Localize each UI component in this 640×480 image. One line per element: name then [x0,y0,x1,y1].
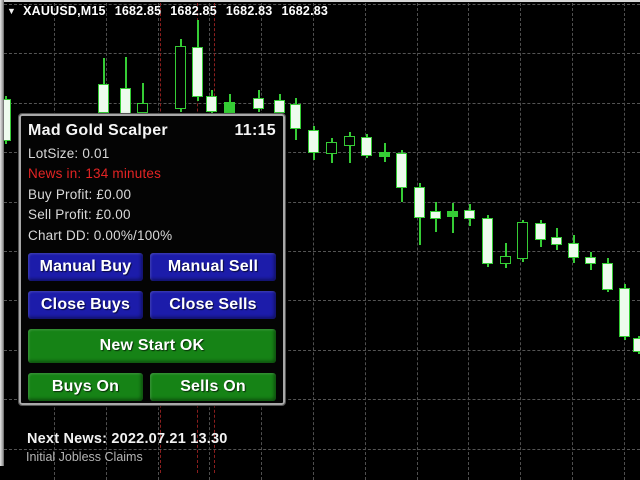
candle [361,137,372,156]
candle [274,100,285,113]
candle [379,152,390,157]
gridline [4,53,640,54]
gridline [313,3,314,480]
gridline [4,251,640,252]
candle [290,104,301,129]
candle [535,223,546,240]
gridline [4,300,640,301]
chart-dd-label: Chart DD: 0.00%/100% [28,227,173,243]
candle [633,338,640,352]
candle [137,103,148,113]
candle [120,88,131,115]
candle [326,142,337,154]
window-top-border [0,0,640,2]
buys-on-button[interactable]: Buys On [28,373,143,402]
new-start-ok-button[interactable]: New Start OK [28,329,276,364]
gridline [4,449,640,450]
sells-on-button[interactable]: Sells On [150,373,276,402]
candle [464,210,475,219]
panel-clock: 11:15 [234,122,276,139]
quote-value: 1682.83 [281,4,329,18]
candle [517,222,528,259]
panel-buttons: Manual Buy Manual Sell Close Buys Close … [28,253,276,402]
sell-profit-label: Sell Profit: £0.00 [28,207,131,223]
candle [551,237,562,245]
candle [253,98,264,109]
gridline [417,3,418,480]
candle [482,218,493,264]
candle [602,263,613,290]
quote-value: 1682.83 [225,4,273,18]
gridline [624,3,625,480]
quote-value: 1682.85 [170,4,217,18]
news-event-label: Initial Jobless Claims [26,450,143,464]
quote-bar: ▼ XAUUSD,M15 1682.85 1682.85 1682.83 168… [7,4,337,18]
candle [585,257,596,264]
gridline [4,350,640,351]
candle-wick [452,203,454,233]
candle [224,102,235,113]
gridline [365,3,366,480]
candle [344,136,355,146]
lotsize-label: LotSize: 0.01 [28,146,110,161]
gridline [468,3,469,480]
candle-wick [505,243,507,268]
trading-panel: Mad Gold Scalper 11:15 LotSize: 0.01 New… [18,113,286,406]
candle [206,96,217,112]
panel-title: Mad Gold Scalper [28,122,168,139]
gridline [4,202,640,203]
close-sells-button[interactable]: Close Sells [150,291,276,320]
window-left-border [0,0,4,466]
candle [98,84,109,113]
candle-wick [349,132,351,163]
manual-buy-button[interactable]: Manual Buy [28,253,143,282]
news-countdown: News in: 134 minutes [28,166,162,182]
next-news-label: Next News: 2022.07.21 13.30 [27,431,228,447]
candle [308,130,319,153]
candle [192,47,203,97]
candle [430,211,441,219]
quote-value: 1682.85 [114,4,162,18]
candle [396,153,407,188]
manual-sell-button[interactable]: Manual Sell [150,253,276,282]
candle [500,256,511,264]
candle [447,211,458,217]
close-buys-button[interactable]: Close Buys [28,291,143,320]
candle-wick [142,83,144,116]
gridline [4,4,640,5]
gridline [572,3,573,480]
symbol-label: XAUUSD,M15 [23,4,106,18]
gridline [4,399,640,400]
candle [568,243,579,258]
candle [619,288,630,337]
candle-wick [125,57,127,118]
buy-profit-label: Buy Profit: £0.00 [28,186,132,202]
gridline [4,103,640,104]
candle [175,46,186,109]
gridline [4,152,640,153]
symbol-dropdown-icon[interactable]: ▼ [7,6,17,16]
candle [414,187,425,218]
